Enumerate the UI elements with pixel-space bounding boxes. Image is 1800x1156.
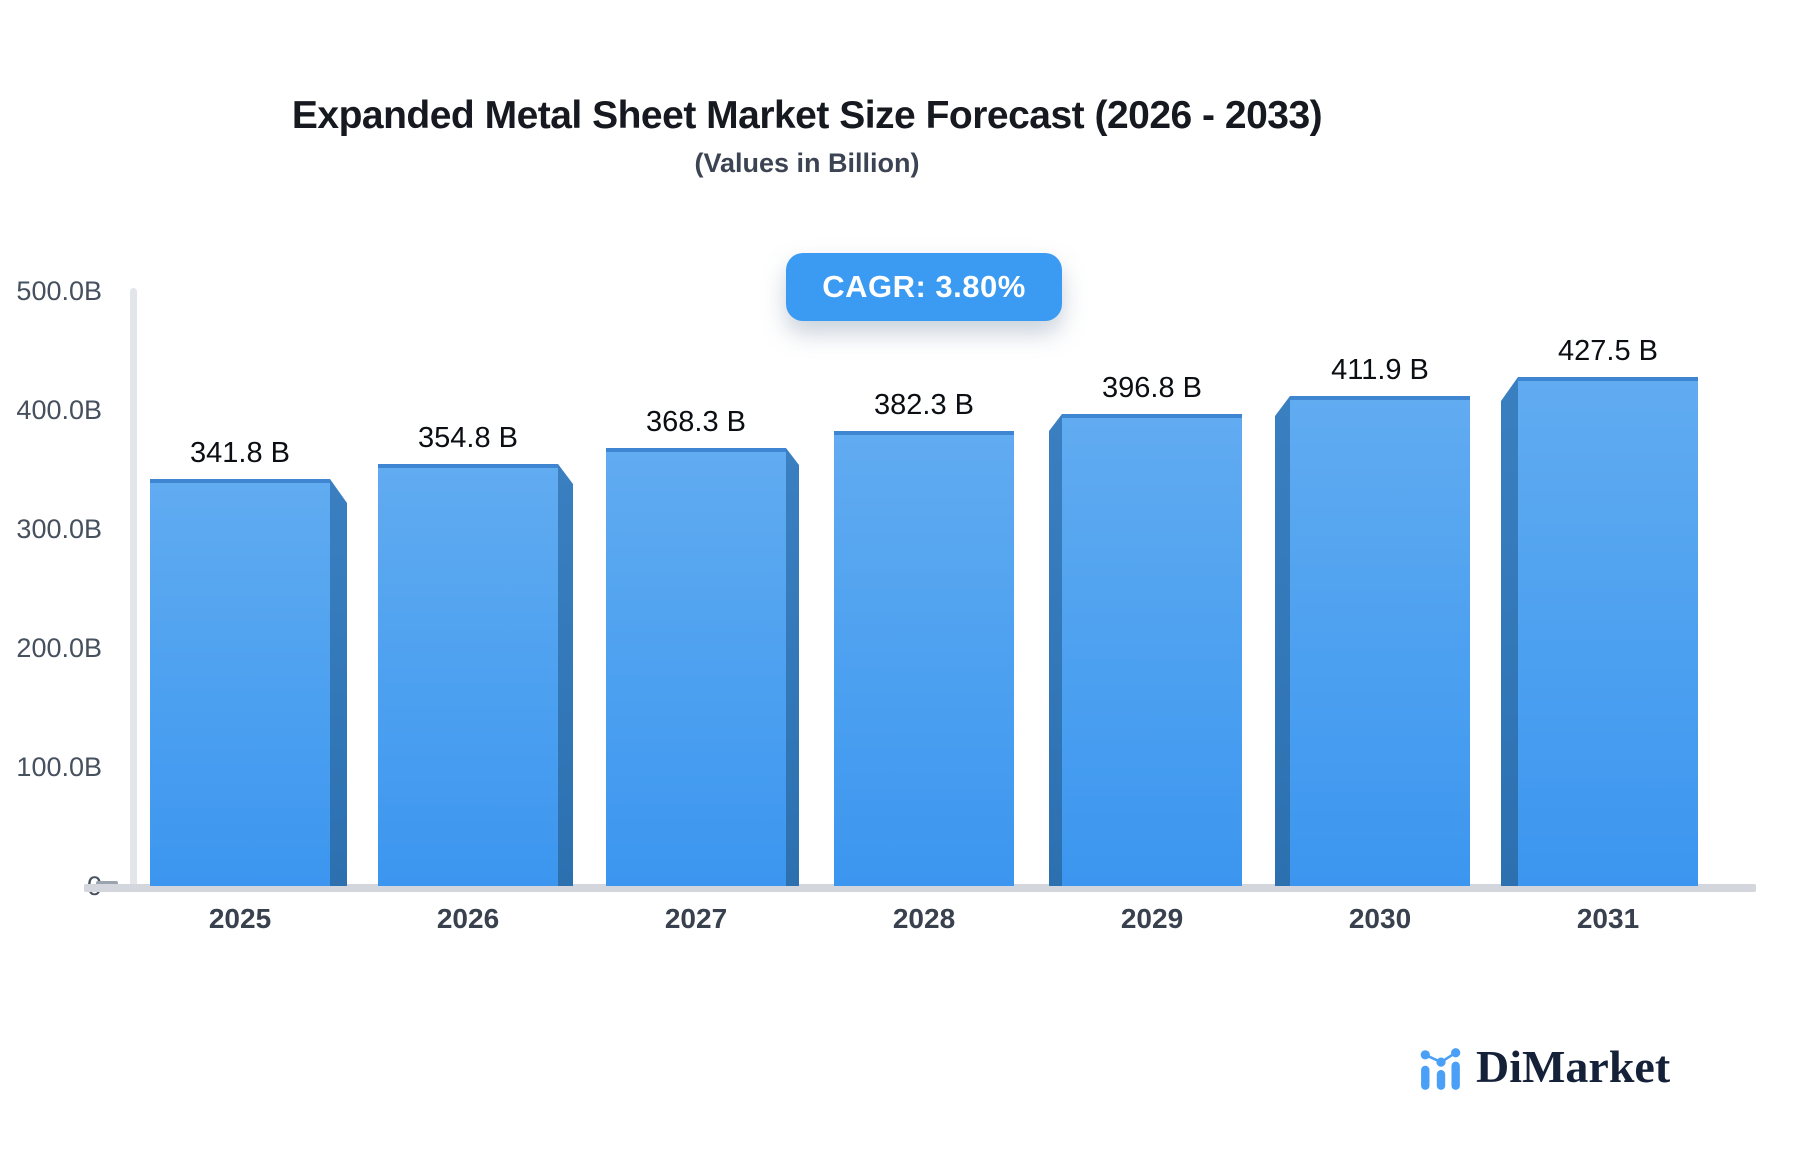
bar-value-label: 382.3 B [874, 389, 974, 421]
y-axis-tick-label: 500.0B [16, 276, 102, 306]
bar-2027[interactable] [606, 448, 786, 886]
x-axis-baseline [84, 884, 1756, 892]
bar-side-2025 [330, 479, 347, 886]
bar-side-2026 [558, 464, 573, 886]
x-axis-label: 2027 [664, 903, 728, 934]
y-axis-tick-label: 200.0B [16, 633, 102, 663]
brand-name: DiMarket [1476, 1041, 1671, 1092]
bar-side-2029 [1049, 414, 1062, 886]
bar-value-label: 354.8 B [418, 422, 518, 454]
bar-side-2031 [1501, 377, 1518, 886]
zero-tick-mark [96, 881, 118, 885]
bar-side-2027 [786, 448, 799, 886]
y-axis-tick-label: 400.0B [16, 395, 102, 425]
y-axis-tick-label: 300.0B [16, 514, 102, 544]
bar-2031[interactable] [1518, 377, 1698, 886]
x-axis-label: 2030 [1348, 903, 1412, 934]
x-axis-label: 2025 [208, 903, 272, 934]
bar-2028[interactable] [834, 431, 1014, 886]
bar-2026[interactable] [378, 464, 558, 886]
x-axis-label: 2026 [436, 903, 500, 934]
bar-2030[interactable] [1290, 396, 1470, 886]
chart-title: Expanded Metal Sheet Market Size Forecas… [291, 94, 1323, 137]
bar-value-label: 396.8 B [1102, 372, 1202, 404]
bar-2025[interactable] [150, 479, 330, 886]
bar-value-label: 411.9 B [1331, 354, 1429, 386]
y-axis-tick-label: 100.0B [16, 752, 102, 782]
bar-2029[interactable] [1062, 414, 1242, 886]
bar-value-label: 427.5 B [1558, 335, 1658, 367]
brand-logo: DiMarket [1420, 1044, 1670, 1092]
cagr-badge: CAGR: 3.80% [786, 253, 1062, 321]
x-axis-label: 2028 [892, 903, 956, 934]
bar-value-label: 368.3 B [646, 406, 746, 438]
y-axis-line [130, 288, 137, 892]
x-axis-label: 2029 [1120, 903, 1184, 934]
bar-value-label: 341.8 B [190, 437, 290, 469]
bar-side-2030 [1275, 396, 1290, 886]
cagr-badge-label: CAGR: 3.80% [822, 269, 1026, 304]
bar-chart-logo-icon [1420, 1048, 1461, 1090]
chart-subtitle: (Values in Billion) [694, 148, 920, 178]
x-axis-label: 2031 [1576, 903, 1640, 934]
